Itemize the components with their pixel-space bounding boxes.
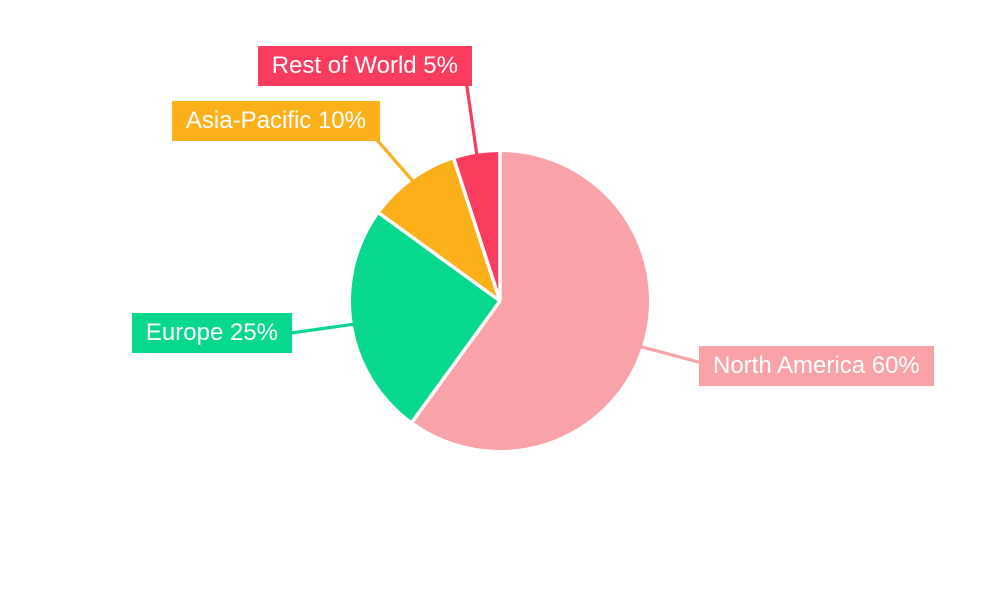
leader-line-north-america xyxy=(639,345,708,366)
slice-separator xyxy=(378,211,502,303)
slice-separator xyxy=(410,299,502,423)
slice-label-asia-pacific: Asia-Pacific 10% xyxy=(171,101,380,141)
leader-line-rest-of-world xyxy=(464,78,479,157)
slice-label-rest-of-world: Rest of World 5% xyxy=(257,46,472,86)
pie-slice-north-america xyxy=(412,152,650,451)
leader-line-asia-pacific xyxy=(369,131,415,183)
slice-label-north-america: North America 60% xyxy=(699,346,934,386)
slice-label-europe: Europe 25% xyxy=(131,313,292,353)
slice-separator xyxy=(452,158,502,302)
pie-slice-asia-pacific xyxy=(379,159,500,301)
leader-line-europe xyxy=(282,322,356,336)
pie-slice-europe xyxy=(351,213,500,422)
